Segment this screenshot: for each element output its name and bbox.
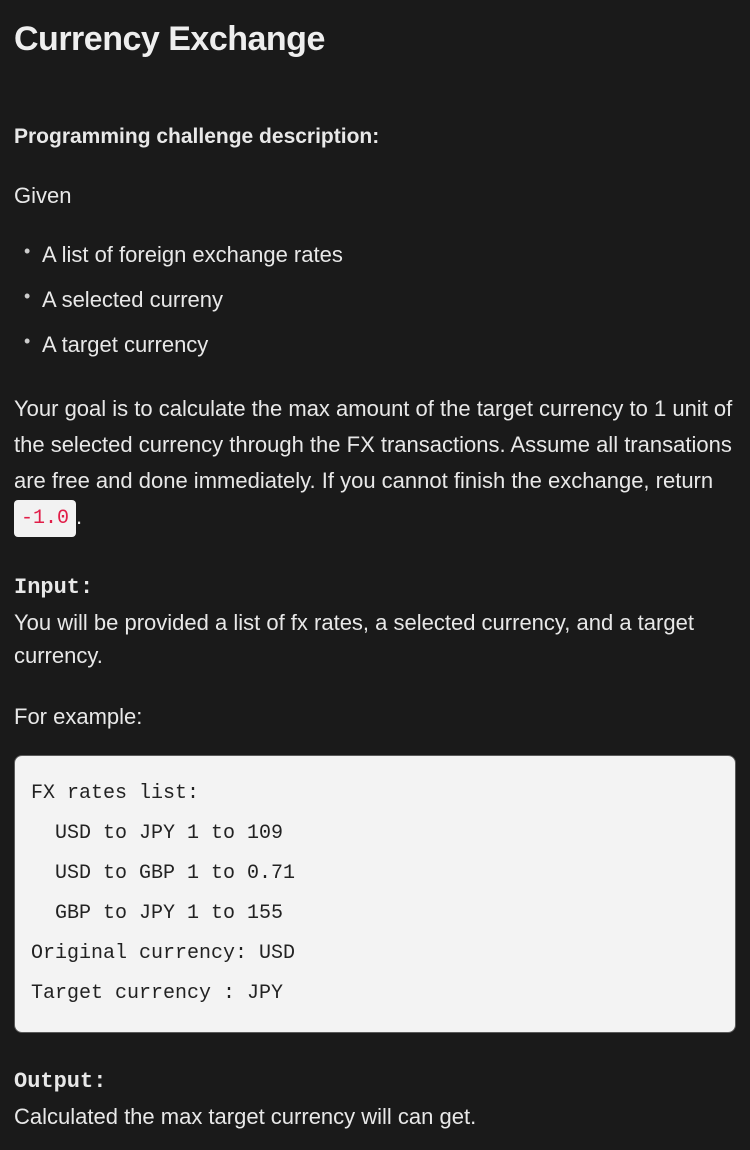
- description-label: Programming challenge description:: [14, 121, 736, 153]
- for-example-label: For example:: [14, 700, 736, 733]
- list-item: A target currency: [42, 328, 736, 361]
- given-list: A list of foreign exchange rates A selec…: [14, 238, 736, 361]
- goal-text-part2: .: [76, 504, 82, 529]
- goal-text-part1: Your goal is to calculate the max amount…: [14, 396, 732, 494]
- list-item: A selected curreny: [42, 283, 736, 316]
- example-code-block: FX rates list: USD to JPY 1 to 109 USD t…: [14, 755, 736, 1033]
- goal-paragraph: Your goal is to calculate the max amount…: [14, 391, 736, 538]
- input-text: You will be provided a list of fx rates,…: [14, 606, 736, 672]
- output-label: Output:: [14, 1065, 736, 1098]
- list-item: A list of foreign exchange rates: [42, 238, 736, 271]
- inline-code-return: -1.0: [14, 500, 76, 537]
- page-title: Currency Exchange: [14, 14, 736, 65]
- input-label: Input:: [14, 571, 736, 604]
- given-label: Given: [14, 179, 736, 212]
- output-text: Calculated the max target currency will …: [14, 1100, 736, 1133]
